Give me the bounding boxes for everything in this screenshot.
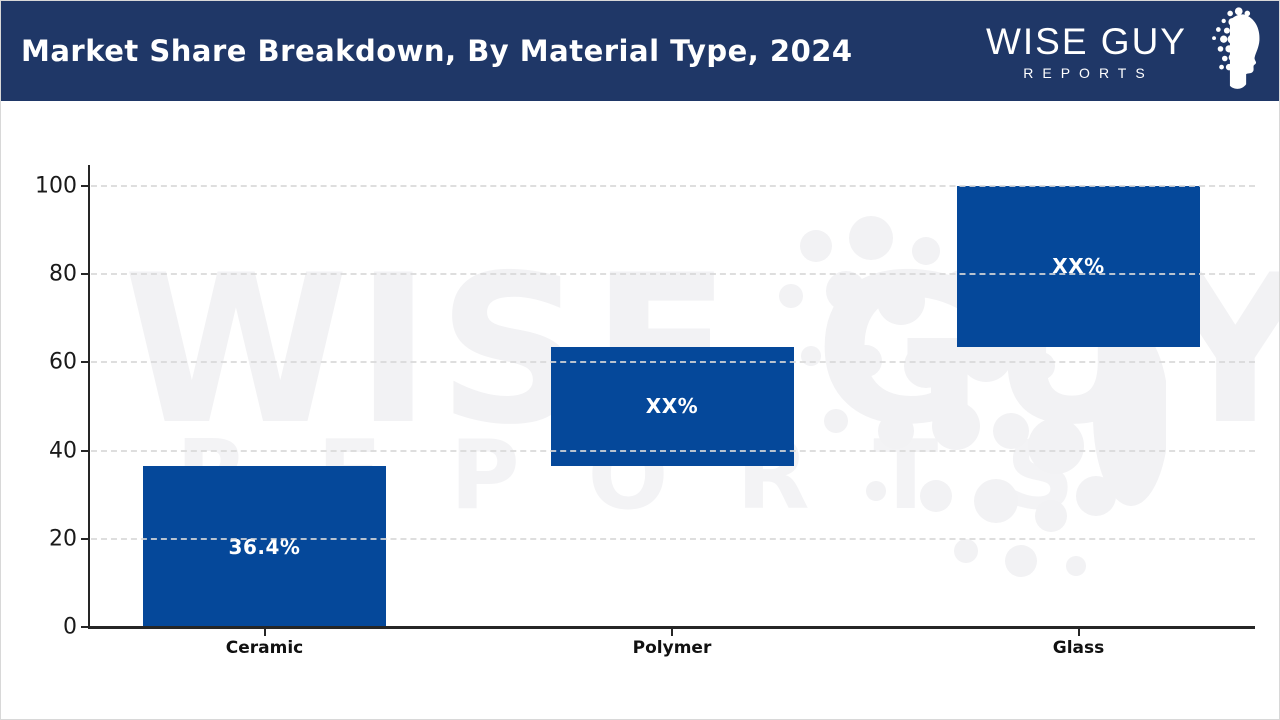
gridline-100 (91, 185, 1255, 187)
y-tick-label-0: 0 (63, 614, 77, 640)
y-tick-label-20: 20 (49, 526, 77, 552)
x-category-label-glass: Glass (1052, 638, 1105, 658)
bar-ceramic: 36.4% (143, 466, 386, 627)
y-tick-mark-60 (81, 361, 88, 364)
y-tick-mark-20 (81, 537, 88, 540)
y-tick-label-60: 60 (49, 349, 77, 375)
brand-logo-wordmark: WISE GUY REPORTS (985, 20, 1187, 81)
x-tick-mark-glass (1077, 629, 1080, 636)
y-axis-line (88, 165, 90, 629)
brand-logo-secondary-text: REPORTS (1023, 64, 1154, 81)
gridline-80 (91, 273, 1255, 276)
gridline-20 (91, 537, 1255, 540)
x-tick-mark-ceramic (263, 629, 266, 636)
gridline-60 (91, 361, 1255, 364)
brand-head-icon (1212, 7, 1260, 89)
y-tick-mark-0 (81, 626, 88, 628)
bar-polymer: XX% (550, 346, 794, 467)
x-axis-line (88, 626, 1255, 629)
gridline-40 (91, 449, 1255, 452)
y-tick-mark-80 (81, 273, 88, 276)
header-band: Market Share Breakdown, By Material Type… (1, 1, 1279, 101)
x-tick-mark-polymer (671, 629, 673, 636)
page-title: Market Share Breakdown, By Material Type… (21, 34, 853, 68)
watermark-head-dots-graphic (779, 216, 1166, 577)
y-tick-mark-40 (81, 449, 88, 452)
y-tick-label-80: 80 (49, 261, 77, 287)
y-tick-label-40: 40 (49, 438, 77, 464)
x-category-label-polymer: Polymer (632, 638, 712, 658)
brand-logo-primary-text: WISE GUY (985, 20, 1187, 62)
bar-value-label-polymer: XX% (645, 394, 699, 419)
y-tick-label-100: 100 (35, 173, 77, 199)
x-category-label-ceramic: Ceramic (225, 638, 304, 658)
y-tick-mark-100 (81, 185, 88, 187)
bar-glass: XX% (957, 186, 1200, 347)
brand-logo: WISE GUY REPORTS (985, 7, 1279, 95)
